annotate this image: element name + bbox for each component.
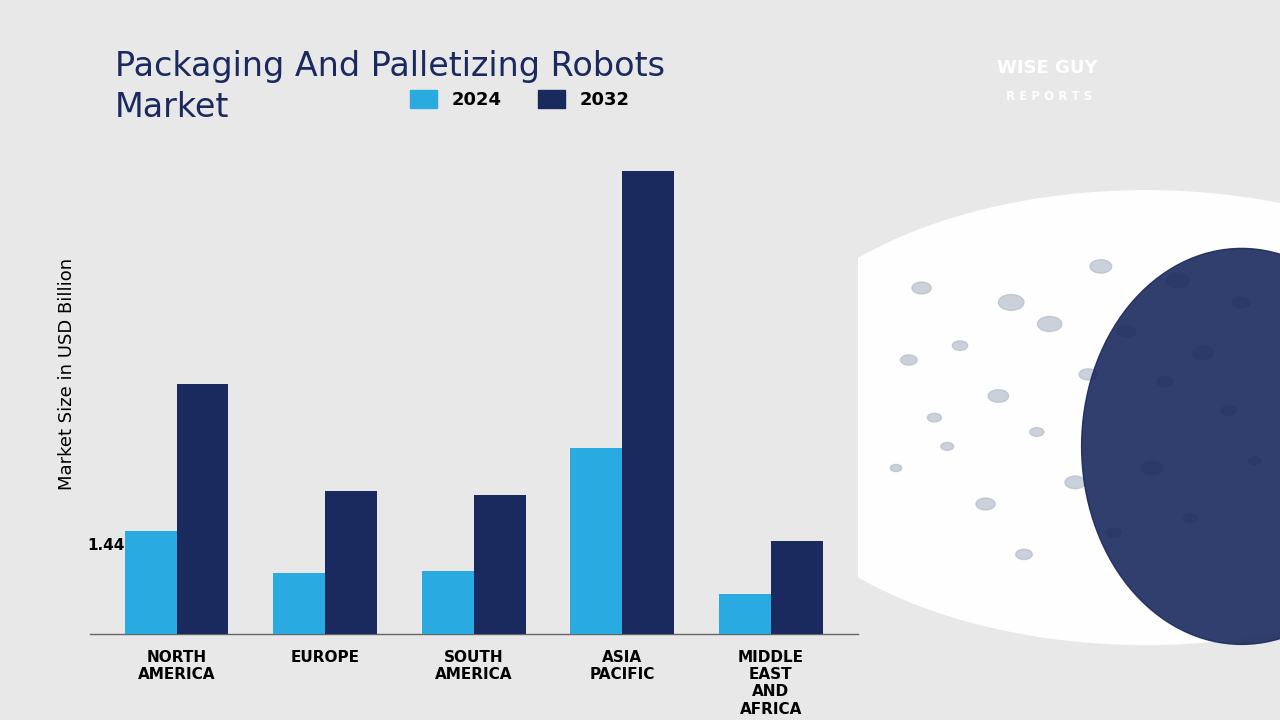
Legend: 2024, 2032: 2024, 2032 bbox=[403, 83, 636, 117]
Text: REPORTS: REPORTS bbox=[387, 413, 586, 451]
Ellipse shape bbox=[1015, 549, 1032, 559]
Circle shape bbox=[742, 191, 1280, 644]
Bar bbox=[421, 571, 474, 634]
Ellipse shape bbox=[891, 464, 902, 472]
Bar bbox=[570, 449, 622, 634]
Bar bbox=[177, 384, 229, 634]
Ellipse shape bbox=[1079, 369, 1097, 380]
Bar bbox=[273, 573, 325, 634]
Ellipse shape bbox=[1065, 476, 1085, 489]
Ellipse shape bbox=[1082, 248, 1280, 644]
Bar bbox=[622, 171, 675, 634]
Bar bbox=[771, 541, 823, 634]
Text: WISE GUY: WISE GUY bbox=[997, 59, 1097, 77]
Ellipse shape bbox=[1221, 405, 1236, 415]
Ellipse shape bbox=[1184, 514, 1198, 523]
Ellipse shape bbox=[1193, 346, 1213, 359]
Text: 1.44: 1.44 bbox=[87, 538, 124, 552]
Ellipse shape bbox=[1037, 317, 1062, 331]
Bar bbox=[325, 491, 378, 634]
Ellipse shape bbox=[988, 390, 1009, 402]
Ellipse shape bbox=[1166, 274, 1189, 288]
Bar bbox=[474, 495, 526, 634]
Ellipse shape bbox=[1142, 462, 1164, 474]
Text: WISE GUY: WISE GUY bbox=[339, 334, 634, 386]
Ellipse shape bbox=[941, 442, 954, 451]
Bar bbox=[124, 531, 177, 634]
Ellipse shape bbox=[1030, 428, 1044, 436]
Ellipse shape bbox=[998, 294, 1024, 310]
Ellipse shape bbox=[977, 498, 996, 510]
Ellipse shape bbox=[1117, 325, 1137, 337]
Ellipse shape bbox=[1089, 260, 1111, 273]
Ellipse shape bbox=[911, 282, 932, 294]
Text: R E P O R T S: R E P O R T S bbox=[1006, 90, 1093, 103]
Ellipse shape bbox=[952, 341, 968, 351]
Ellipse shape bbox=[1157, 377, 1172, 387]
Ellipse shape bbox=[1233, 297, 1251, 308]
Ellipse shape bbox=[927, 413, 942, 422]
Bar bbox=[718, 595, 771, 634]
Ellipse shape bbox=[1106, 528, 1121, 538]
Y-axis label: Market Size in USD Billion: Market Size in USD Billion bbox=[58, 258, 76, 490]
Text: Packaging And Palletizing Robots
Market: Packaging And Palletizing Robots Market bbox=[115, 50, 666, 124]
Ellipse shape bbox=[901, 355, 916, 365]
Ellipse shape bbox=[1248, 457, 1261, 465]
